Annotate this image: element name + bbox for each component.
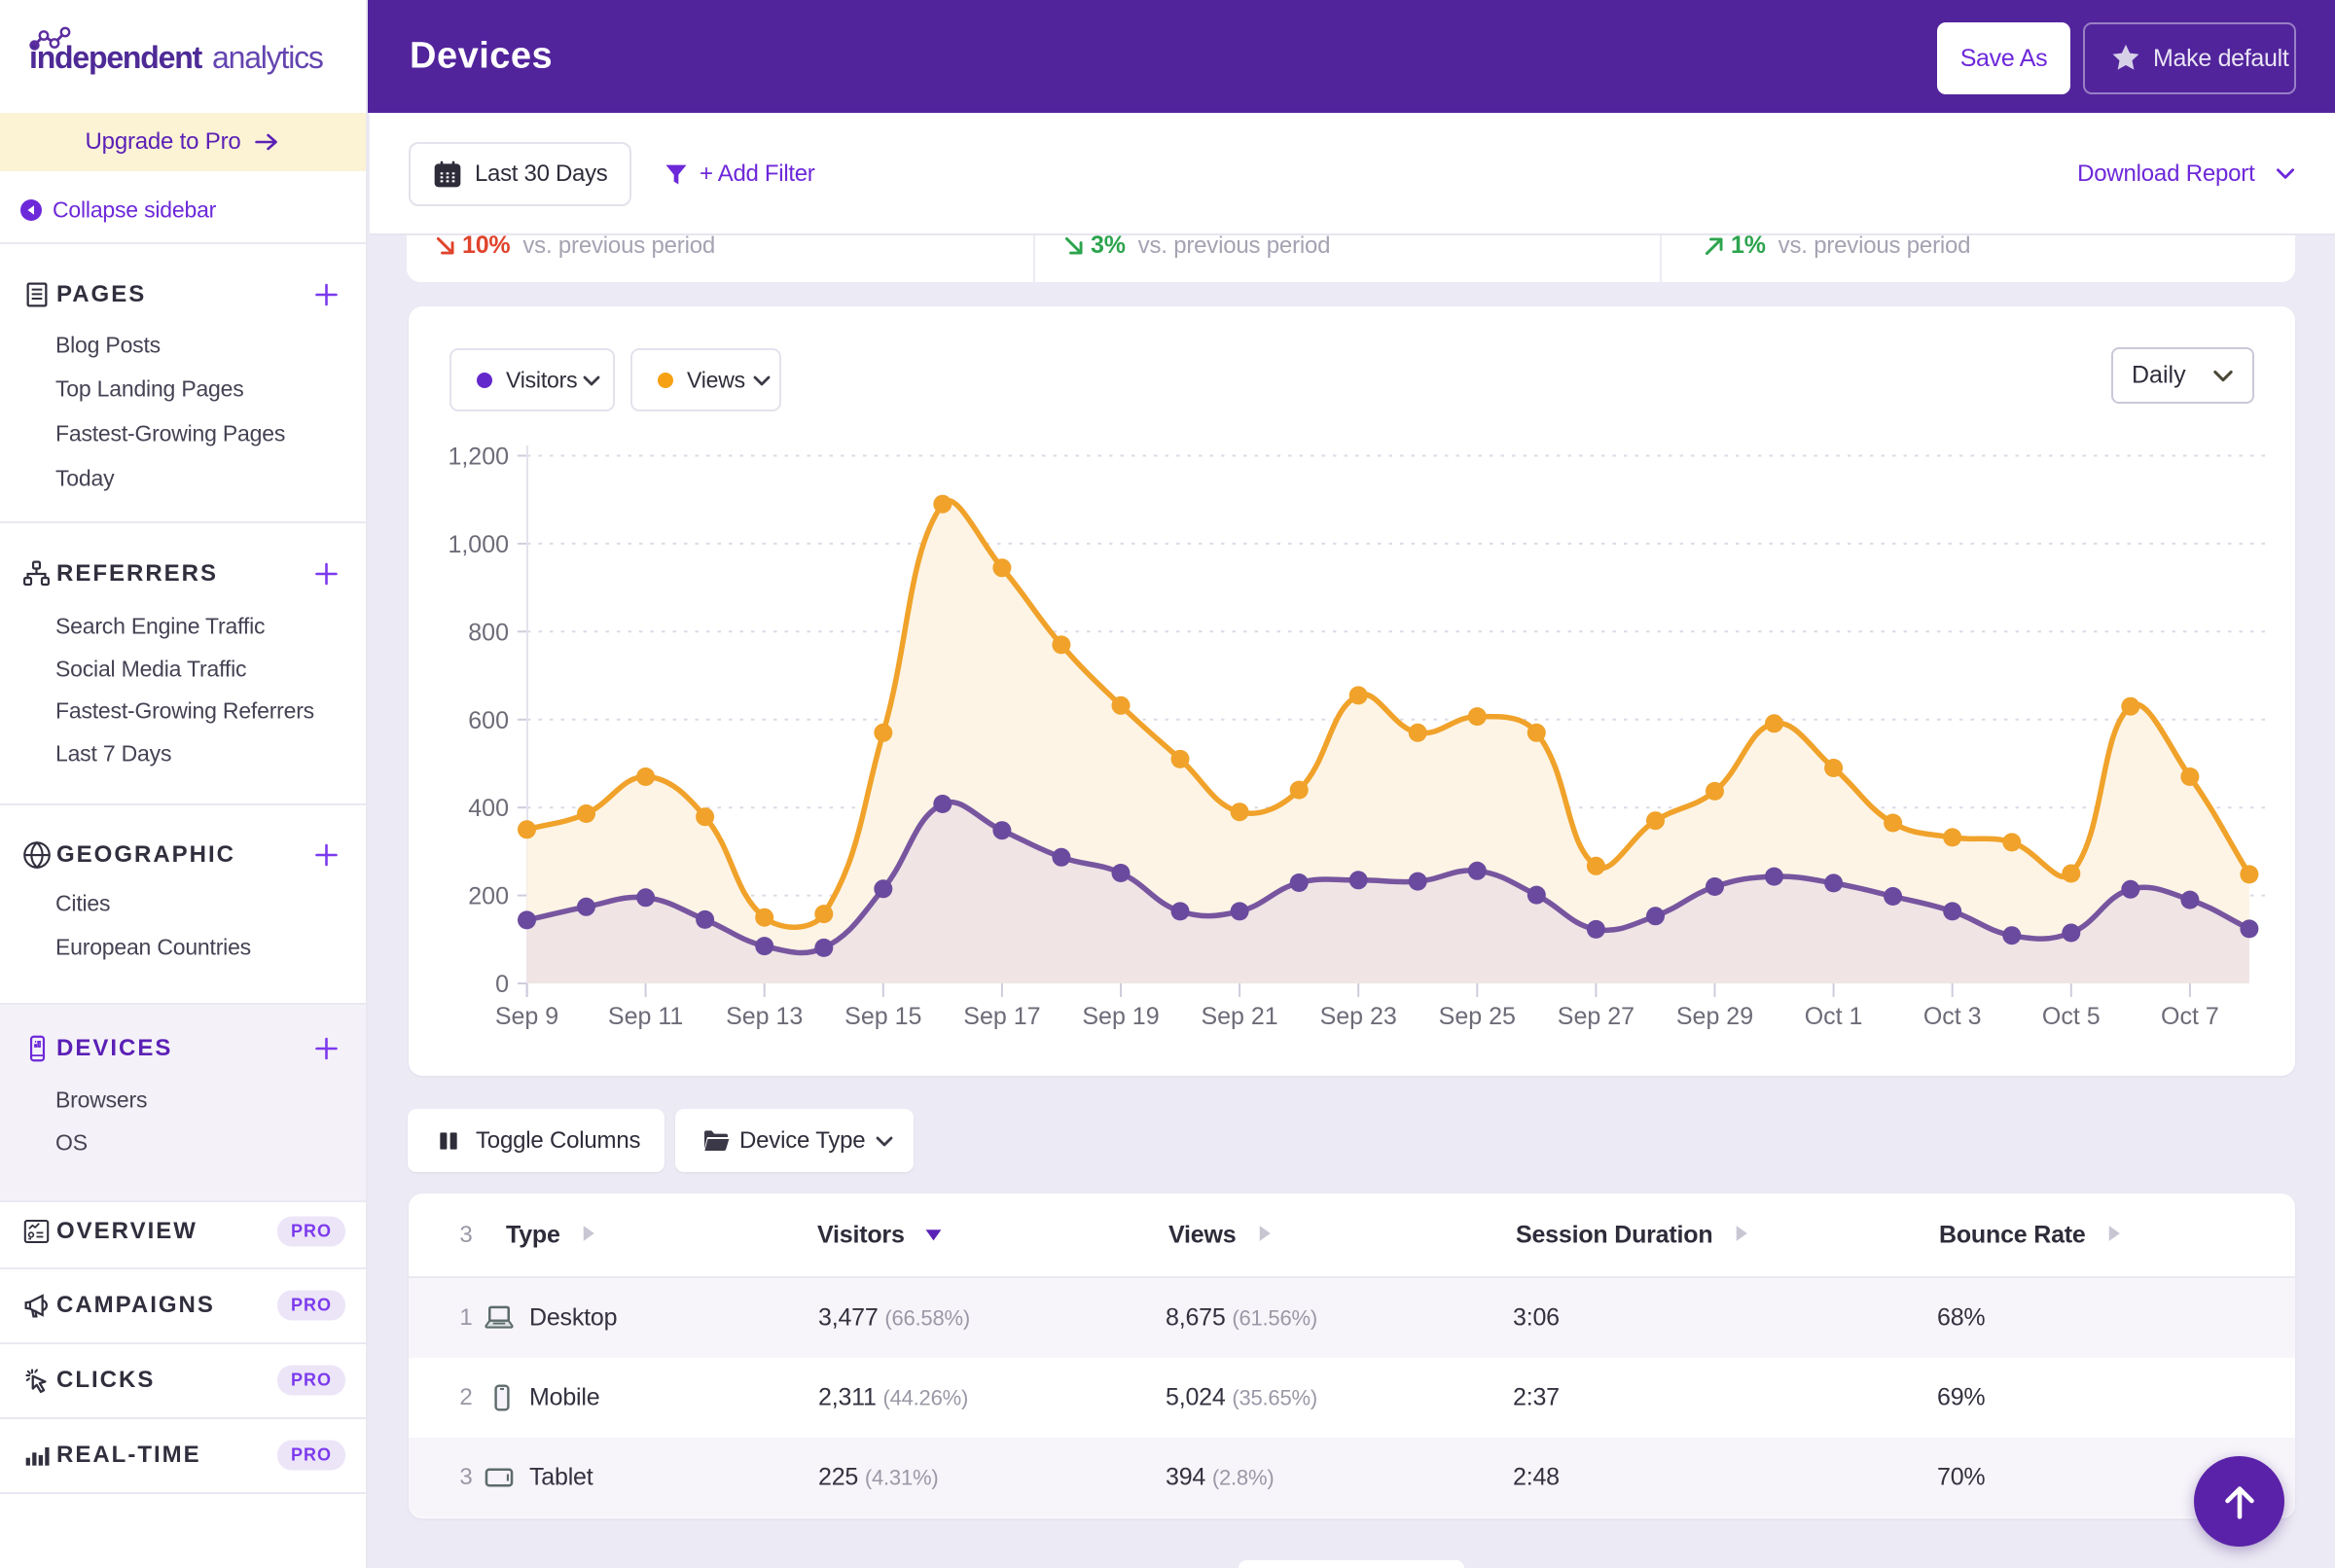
svg-text:600: 600 — [468, 707, 509, 734]
svg-text:Oct 3: Oct 3 — [1923, 1003, 1982, 1030]
svg-text:Oct 5: Oct 5 — [2042, 1003, 2101, 1030]
svg-text:800: 800 — [468, 619, 509, 646]
svg-text:200: 200 — [468, 883, 509, 910]
svg-text:Sep 13: Sep 13 — [726, 1003, 803, 1030]
svg-text:Sep 17: Sep 17 — [963, 1003, 1040, 1030]
svg-text:independent: independent — [29, 40, 203, 75]
svg-text:analytics: analytics — [212, 40, 323, 75]
svg-text:0: 0 — [495, 971, 509, 998]
svg-text:Sep 21: Sep 21 — [1201, 1003, 1277, 1030]
svg-text:Sep 25: Sep 25 — [1439, 1003, 1516, 1030]
svg-text:Oct 1: Oct 1 — [1805, 1003, 1863, 1030]
svg-text:400: 400 — [468, 795, 509, 822]
svg-text:Sep 15: Sep 15 — [844, 1003, 921, 1030]
svg-text:1,000: 1,000 — [448, 531, 509, 558]
svg-text:Sep 9: Sep 9 — [495, 1003, 558, 1030]
svg-text:Oct 7: Oct 7 — [2161, 1003, 2219, 1030]
svg-text:Sep 23: Sep 23 — [1320, 1003, 1397, 1030]
svg-text:Sep 29: Sep 29 — [1676, 1003, 1753, 1030]
svg-text:Sep 11: Sep 11 — [608, 1003, 683, 1030]
svg-text:Sep 27: Sep 27 — [1558, 1003, 1634, 1030]
svg-text:Sep 19: Sep 19 — [1082, 1003, 1159, 1030]
svg-text:1,200: 1,200 — [448, 444, 509, 471]
